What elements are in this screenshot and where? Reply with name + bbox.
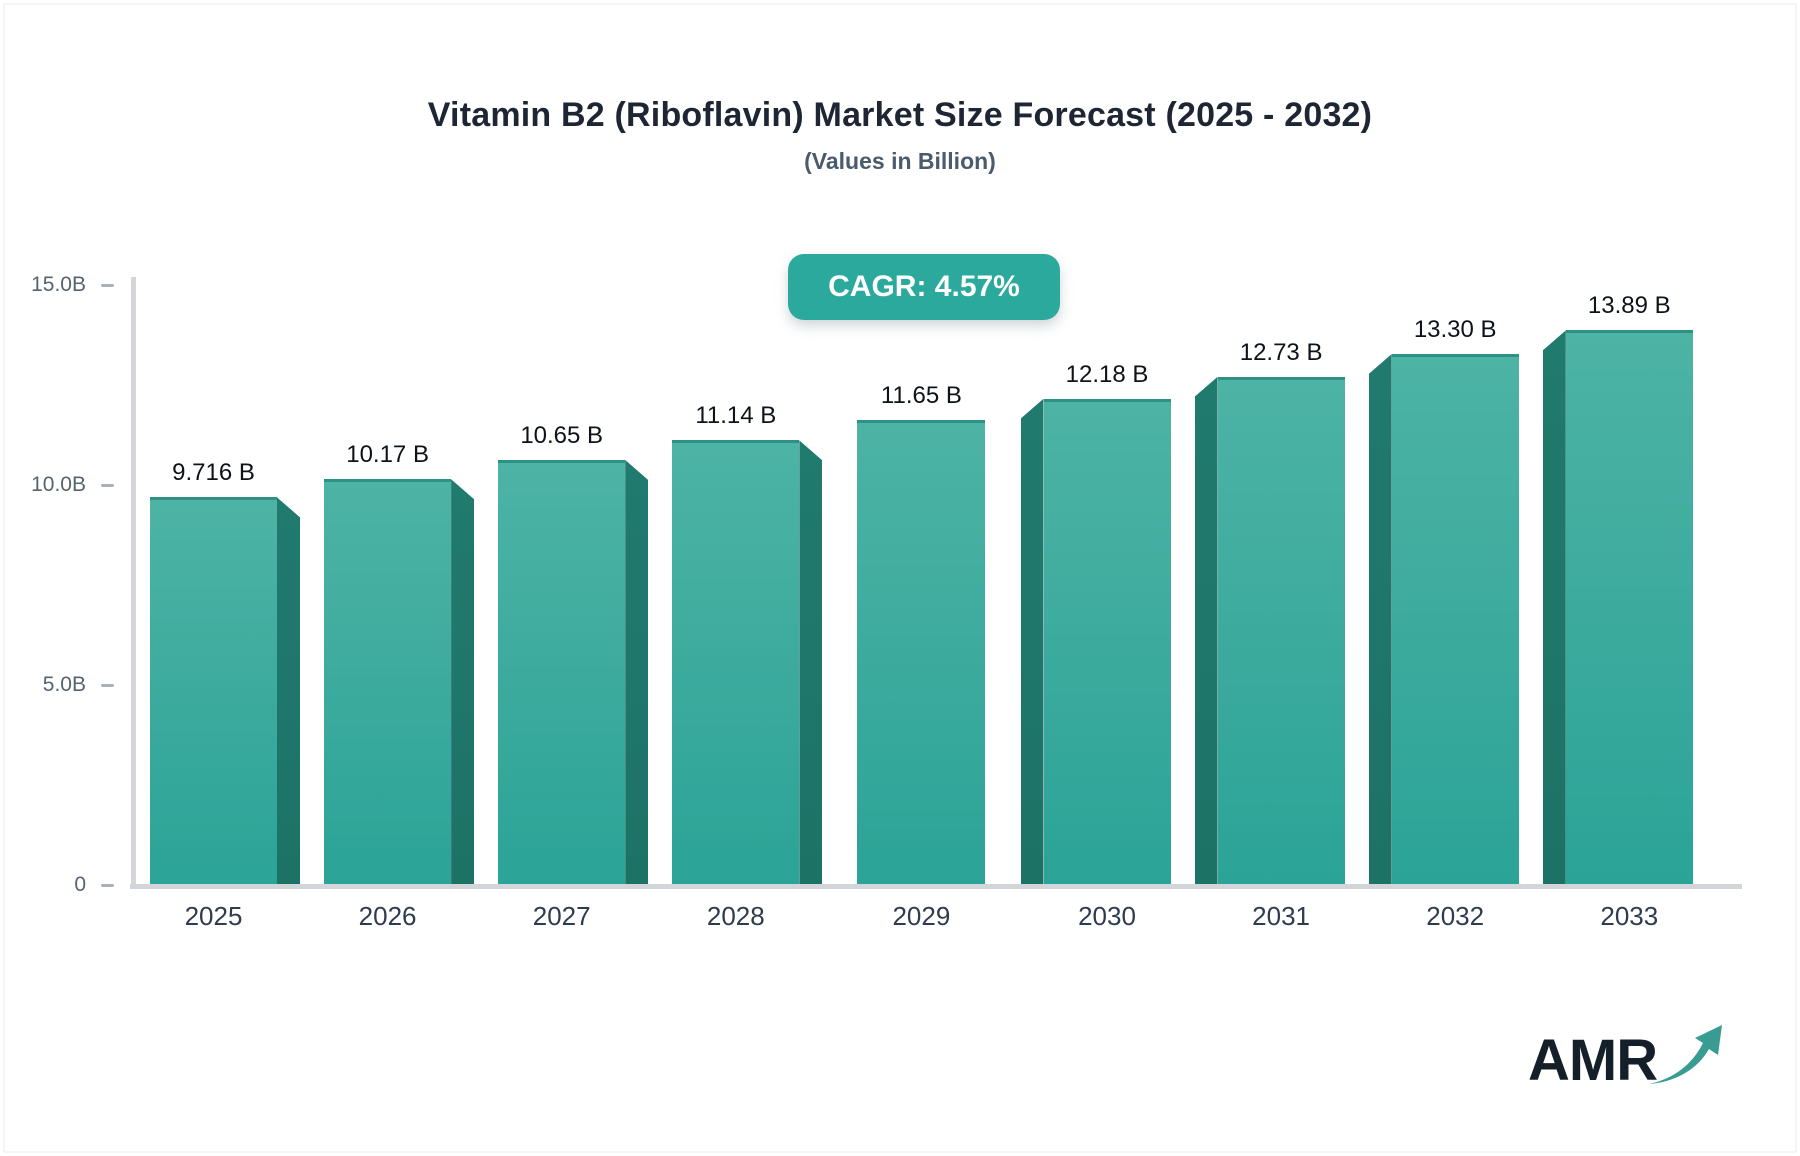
bar-2031 <box>1217 376 1345 888</box>
bar-side-2030 <box>1020 398 1044 888</box>
chart-subtitle: (Values in Billion) <box>804 148 996 174</box>
bar-2026 <box>324 479 452 888</box>
y-tick-mark <box>101 484 114 487</box>
x-axis-label: 2029 <box>892 901 951 931</box>
x-axis-label: 2026 <box>358 901 417 931</box>
bar-2030 <box>1043 398 1171 888</box>
y-tick-label: 15.0B <box>31 273 86 296</box>
bar-value-label: 13.30 B <box>1413 316 1497 343</box>
bar-2033 <box>1565 330 1693 888</box>
x-axis-label: 2025 <box>184 901 243 931</box>
x-axis-label: 2030 <box>1078 901 1136 931</box>
logo-growth-arrow-icon <box>1649 1025 1723 1084</box>
x-axis-label: 2032 <box>1426 901 1485 931</box>
bar-side-2028 <box>799 440 823 888</box>
x-axis-label: 2031 <box>1252 901 1311 931</box>
bar-2025 <box>150 497 277 888</box>
bar-value-label: 9.716 B <box>172 459 255 487</box>
bar-value-label: 12.18 B <box>1065 360 1149 388</box>
y-tick-mark <box>101 884 114 887</box>
y-tick-label: 5.0B <box>42 673 86 696</box>
cagr-badge: CAGR: 4.57% <box>788 254 1060 320</box>
bar-value-label: 10.17 B <box>346 441 429 469</box>
bar-value-label: 13.89 B <box>1587 292 1671 320</box>
bar-side-2025 <box>277 497 300 888</box>
bar-2028 <box>672 440 800 888</box>
bar-side-2032 <box>1368 354 1392 888</box>
bar-side-2033 <box>1542 330 1566 888</box>
logo-text: AMR <box>1528 1028 1658 1093</box>
bar-value-label: 11.14 B <box>695 402 777 430</box>
bar-2032 <box>1391 354 1519 888</box>
x-axis-label: 2033 <box>1600 901 1659 931</box>
chart-title: Vitamin B2 (Riboflavin) Market Size Fore… <box>427 96 1373 134</box>
y-tick-mark <box>101 284 114 287</box>
y-axis-line <box>131 277 136 889</box>
y-tick-label: 10.0B <box>31 473 86 496</box>
bar-side-2026 <box>451 479 475 888</box>
bar-2027 <box>498 460 626 888</box>
y-tick-label: 0 <box>74 873 86 896</box>
x-axis-label: 2027 <box>532 901 591 931</box>
bar-value-label: 10.65 B <box>520 422 604 449</box>
amr-logo: AMR <box>1528 1022 1723 1090</box>
x-axis-label: 2028 <box>706 901 765 931</box>
y-tick-mark <box>101 684 114 687</box>
bar-side-2031 <box>1194 376 1218 888</box>
bar-side-2027 <box>625 460 649 888</box>
bar-value-label: 12.73 B <box>1239 338 1323 366</box>
bar-value-label: 11.65 B <box>880 382 962 409</box>
x-axis-line <box>130 884 1742 889</box>
bar-2029 <box>857 420 986 888</box>
